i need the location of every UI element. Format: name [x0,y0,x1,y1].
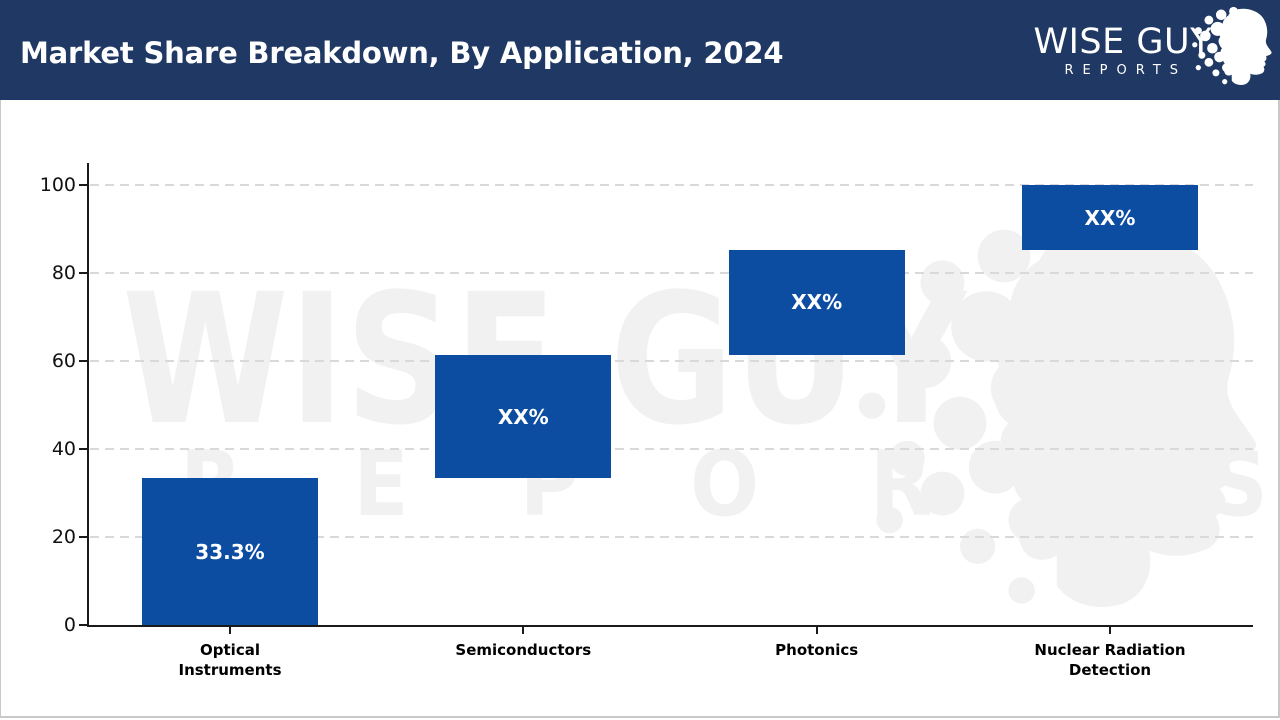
bar-optical-instruments: 33.3% [142,478,318,625]
bar-semiconductors: XX% [435,354,612,479]
y-tick-20 [79,536,87,538]
bar-value-label-semiconductors: XX% [497,404,549,429]
x-tick-optical-instruments [229,627,231,634]
y-tick-label-100: 100 [39,174,76,196]
x-tick-photonics [815,627,818,634]
logo-subtitle: REPORTS [1064,62,1188,78]
x-category-label-optical-instruments: Optical Instruments [178,641,282,679]
x-tick-nuclear-radiation-detection [1109,627,1111,634]
chart-plot-area: 0 20 40 60 80 100 33.3% XX% XX% XX% Optical Instrum… [0,100,1280,716]
bar-value-label-optical-instruments: 33.3% [195,539,265,564]
logo-head-icon [1192,6,1272,86]
y-tick-label-0: 0 [63,614,76,636]
gridline-20 [90,536,1253,538]
y-tick-label-80: 80 [51,262,76,284]
bar-photonics: XX% [728,250,905,355]
y-tick-label-60: 60 [51,350,76,372]
wise-guy-logo: WISE GUY REPORTS [1033,4,1274,96]
y-tick-40 [79,448,87,450]
logo-text: WISE GUY REPORTS [1033,23,1212,78]
bar-value-label-photonics: XX% [791,290,843,315]
y-tick-60 [79,360,87,362]
gridline-60 [90,360,1253,362]
x-axis-line [87,625,1253,627]
y-tick-100 [79,184,87,186]
gridline-40 [90,448,1253,450]
x-category-label-semiconductors: Semiconductors [455,641,592,659]
gridline-80 [90,272,1253,274]
x-category-label-photonics: Photonics [775,641,859,659]
page-title: Market Share Breakdown, By Application, … [20,36,784,70]
y-tick-label-40: 40 [51,438,76,460]
x-category-label-nuclear-radiation-detection: Nuclear Radiation Detection [1034,641,1186,679]
x-tick-semiconductors [522,627,525,634]
y-tick-label-20: 20 [51,526,76,548]
bar-nuclear-radiation-detection: XX% [1022,185,1198,251]
y-tick-80 [79,272,87,274]
gridline-100 [90,184,1253,186]
y-tick-0 [79,624,87,626]
logo-wordmark: WISE GUY [1033,21,1212,62]
bar-value-label-nuclear-radiation-detection: XX% [1084,205,1136,230]
header-bar: Market Share Breakdown, By Application, … [0,0,1280,100]
y-axis-line [87,163,89,627]
